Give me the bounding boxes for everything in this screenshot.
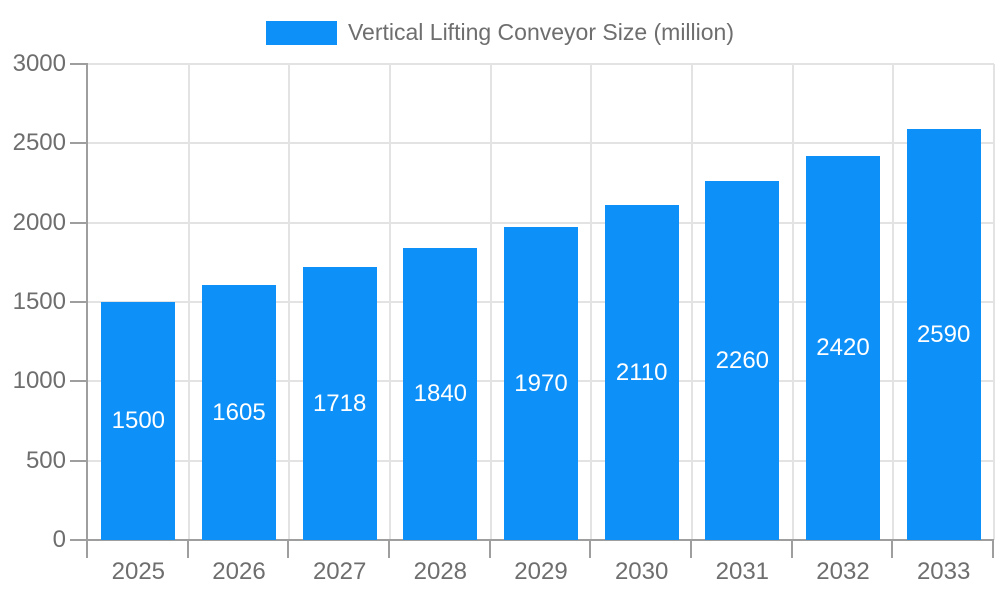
legend-label: Vertical Lifting Conveyor Size (million)	[347, 19, 735, 45]
gridline-vertical	[187, 64, 190, 540]
gridline-vertical	[791, 64, 794, 540]
y-tick	[70, 459, 86, 462]
bar-2030[interactable]: 2110	[604, 205, 679, 540]
bar-value-label: 1840	[413, 380, 468, 408]
x-tick	[790, 541, 793, 558]
y-tick-label: 3000	[12, 50, 66, 77]
y-tick-label: 1500	[12, 288, 66, 315]
legend[interactable]: Vertical Lifting Conveyor Size (million)	[0, 19, 1000, 46]
gridline-vertical	[288, 64, 291, 540]
bar-2032[interactable]: 2420	[806, 156, 880, 540]
bar-2031[interactable]: 2260	[705, 181, 780, 540]
gridline-vertical	[489, 64, 492, 540]
bar-2025[interactable]: 1500	[101, 302, 176, 540]
gridline-vertical	[993, 64, 995, 540]
x-tick	[589, 541, 592, 558]
y-tick-label: 500	[25, 446, 66, 474]
y-tick	[70, 221, 86, 224]
x-tick-label-2031: 2031	[715, 558, 770, 585]
x-tick-label-2026: 2026	[212, 558, 266, 585]
gridline-horizontal	[88, 142, 994, 145]
bar-2027[interactable]: 1718	[302, 267, 377, 540]
bar-2033[interactable]: 2590	[906, 129, 981, 540]
x-tick	[690, 541, 692, 558]
gridline-vertical	[691, 64, 693, 540]
bar-2026[interactable]: 1605	[202, 285, 276, 540]
bar-value-label: 1718	[312, 389, 367, 417]
bar-value-label: 2260	[715, 346, 770, 374]
x-tick-label-2030: 2030	[614, 558, 669, 585]
x-tick	[992, 541, 994, 558]
x-tick	[388, 541, 390, 558]
y-tick	[70, 539, 86, 541]
bar-value-label: 2110	[615, 358, 668, 386]
legend-swatch	[265, 20, 337, 45]
gridline-horizontal	[88, 63, 994, 65]
x-tick-label-2033: 2033	[916, 558, 971, 585]
gridline-vertical	[389, 64, 391, 540]
bar-value-label: 2420	[816, 334, 870, 361]
y-axis-line	[86, 63, 88, 542]
x-tick	[86, 541, 88, 558]
x-tick-label-2025: 2025	[111, 558, 166, 585]
x-tick	[488, 541, 491, 558]
x-axis-line	[86, 539, 994, 541]
gridline-vertical	[892, 64, 895, 540]
bar-value-label: 1970	[514, 369, 568, 397]
y-tick	[70, 380, 86, 383]
y-tick	[70, 63, 86, 65]
x-tick-label-2029: 2029	[514, 558, 568, 585]
x-tick-label-2027: 2027	[312, 558, 367, 585]
gridline-vertical	[590, 64, 593, 540]
y-tick	[70, 142, 86, 145]
y-tick-label: 2000	[12, 208, 66, 236]
bar-2029[interactable]: 1970	[504, 227, 578, 540]
x-tick-label-2028: 2028	[413, 558, 468, 585]
bar-value-label: 2590	[916, 320, 971, 348]
x-tick	[287, 541, 290, 558]
gridline-horizontal	[88, 221, 994, 224]
bar-value-label: 1605	[212, 398, 266, 426]
x-tick	[186, 541, 189, 558]
bar-value-label: 1500	[111, 407, 166, 434]
y-tick-label: 1000	[12, 367, 66, 395]
y-tick-label: 2500	[12, 129, 66, 157]
y-tick-label: 0	[52, 526, 66, 553]
x-tick-label-2032: 2032	[816, 558, 870, 585]
y-tick	[70, 301, 86, 303]
bar-2028[interactable]: 1840	[403, 248, 478, 540]
x-tick	[891, 541, 894, 558]
